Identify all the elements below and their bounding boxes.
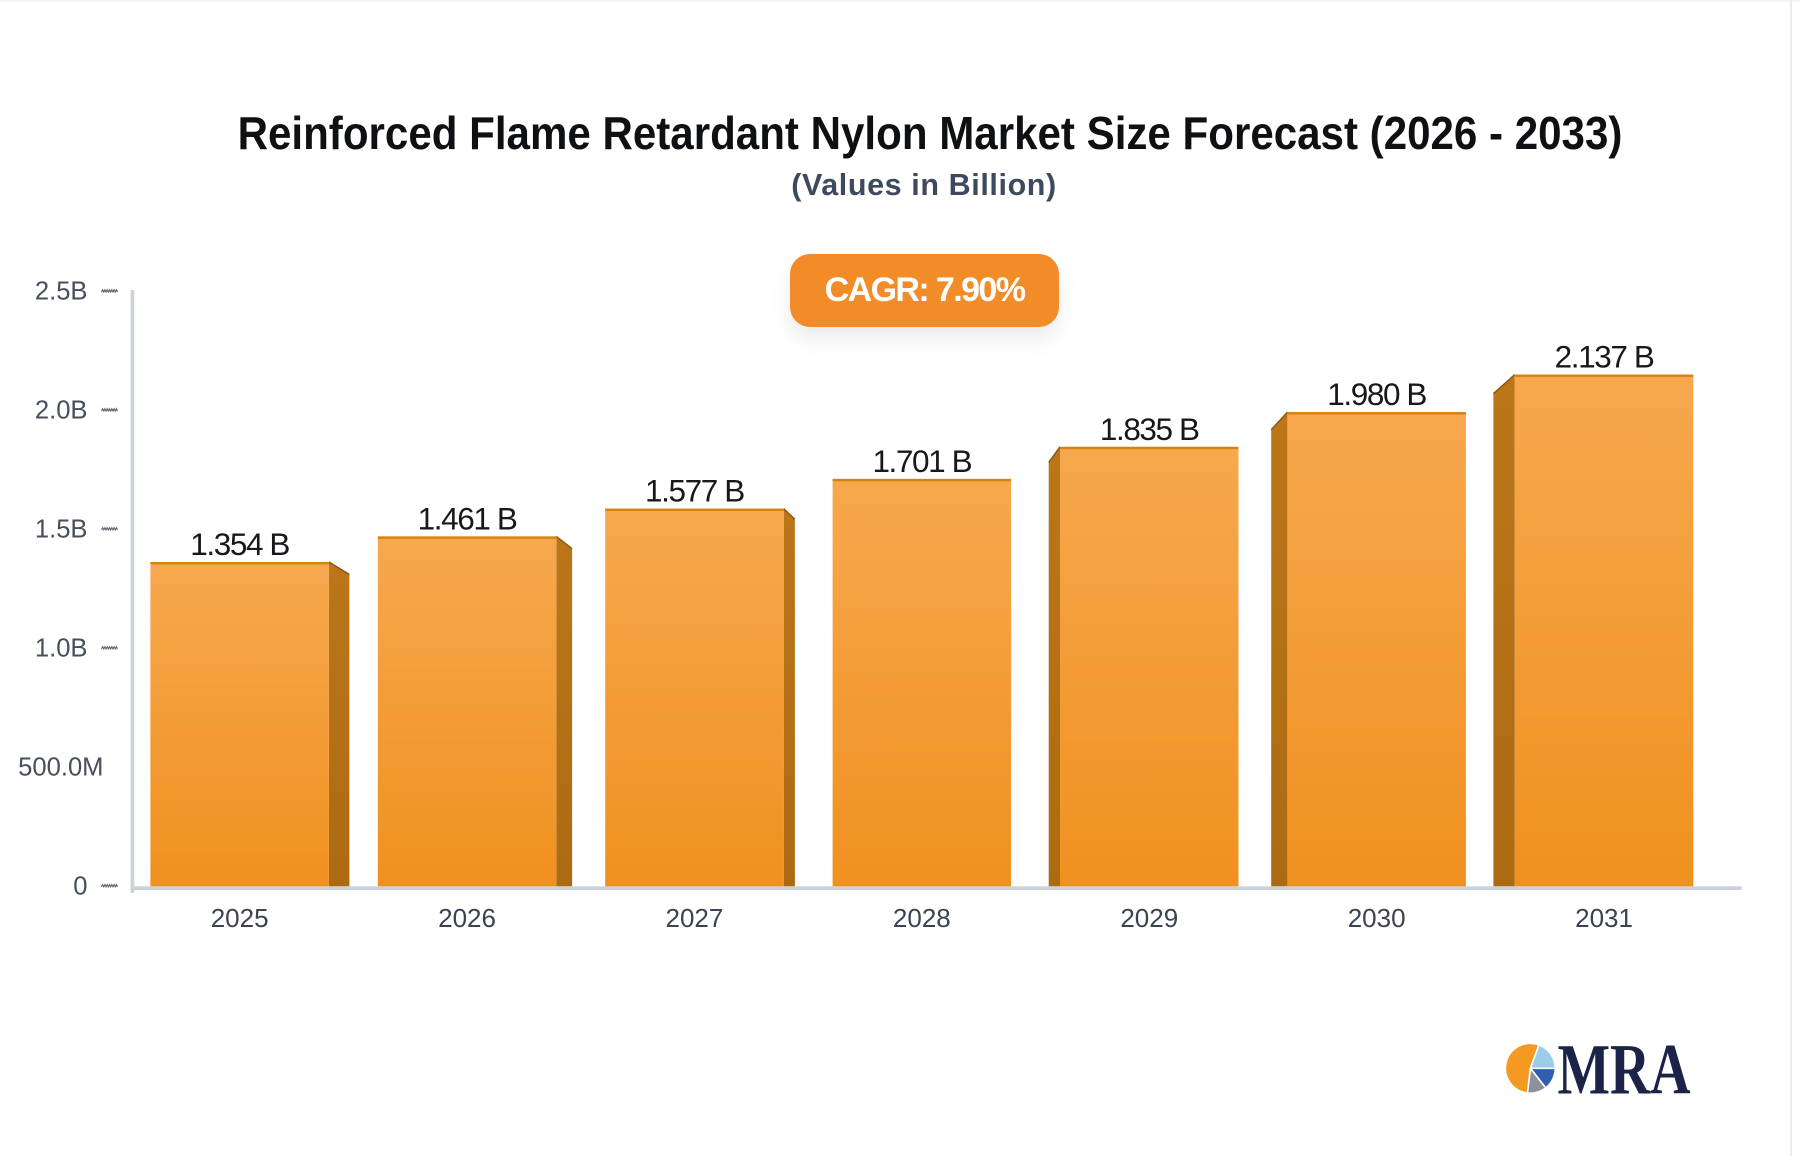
svg-text:1.354 B: 1.354 B (190, 526, 289, 562)
svg-text:1.461 B: 1.461 B (418, 500, 517, 536)
svg-text:MRA: MRA (1558, 1029, 1691, 1110)
svg-text:2.5B: 2.5B (35, 278, 88, 306)
svg-text:2027: 2027 (666, 903, 724, 933)
svg-text:1.701 B: 1.701 B (872, 443, 971, 479)
svg-text:2025: 2025 (211, 903, 269, 933)
svg-text:2.0B: 2.0B (35, 397, 88, 425)
svg-text:2030: 2030 (1348, 903, 1406, 933)
svg-text:1.5B: 1.5B (35, 516, 88, 544)
svg-text:2026: 2026 (438, 903, 496, 933)
svg-text:1.577 B: 1.577 B (645, 473, 744, 509)
svg-text:1.835 B: 1.835 B (1100, 411, 1199, 447)
svg-text:2.137 B: 2.137 B (1555, 339, 1654, 375)
svg-text:1.980 B: 1.980 B (1327, 376, 1426, 412)
svg-text:2028: 2028 (893, 903, 951, 933)
svg-text:0: 0 (73, 873, 87, 901)
svg-text:500.0M: 500.0M (18, 754, 103, 782)
svg-text:2029: 2029 (1120, 903, 1178, 933)
svg-text:1.0B: 1.0B (35, 635, 88, 663)
svg-text:2031: 2031 (1575, 903, 1633, 933)
